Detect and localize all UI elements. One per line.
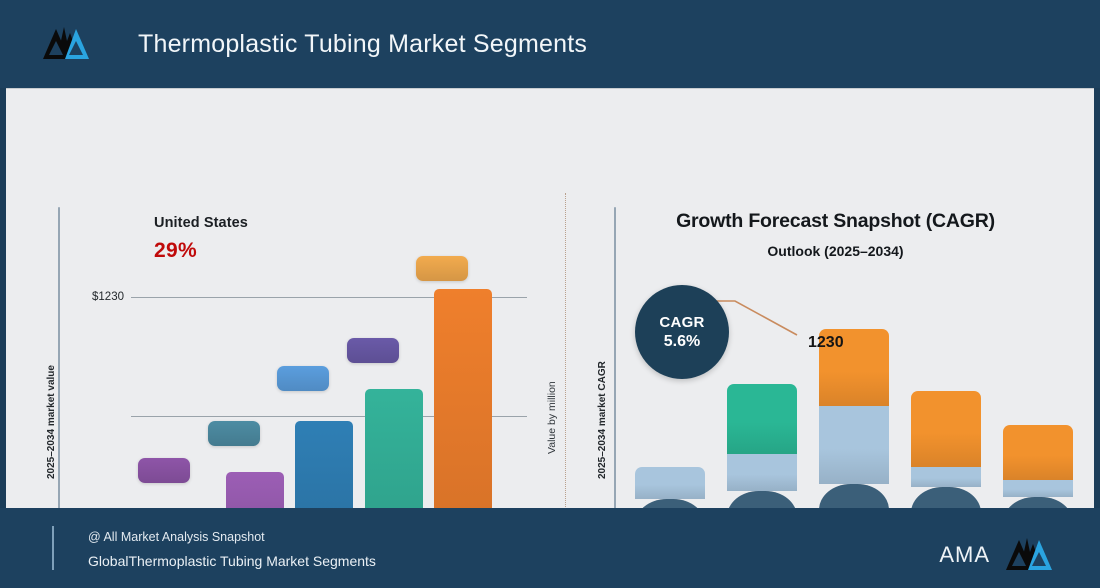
- stacked-bar: [911, 391, 981, 508]
- right-chart-y-axis: [614, 207, 616, 508]
- footer-text-block: @ All Market Analysis Snapshot GlobalThe…: [88, 525, 376, 573]
- bar: [295, 421, 353, 508]
- right-chart-bar-group: 20252031203320292027: [565, 89, 1094, 508]
- footer-bar: @ All Market Analysis Snapshot GlobalThe…: [0, 508, 1100, 588]
- left-chart: United States 29% $1230 $725 2025–2034 m…: [6, 89, 565, 508]
- stacked-bar-segment: [635, 467, 705, 499]
- stacked-bar-segment: [819, 406, 889, 484]
- stacked-bar-segment: [727, 491, 797, 508]
- bar: [225, 472, 284, 508]
- stacked-bar-segment: [1003, 480, 1073, 497]
- stacked-bar-segment: [911, 391, 981, 467]
- footer-accent-rule: [52, 526, 54, 570]
- left-chart-axis-max-label: $1230: [92, 291, 124, 303]
- bar-cap: [277, 365, 329, 391]
- stacked-bar: [819, 329, 889, 508]
- ama-mountain-logo-icon: [1006, 538, 1052, 570]
- right-chart-subtitle: Outlook (2025–2034): [767, 243, 904, 259]
- stacked-bar: [1003, 425, 1073, 508]
- left-chart-gridline-mid: [131, 416, 527, 417]
- right-chart: Growth Forecast Snapshot (CAGR) Outlook …: [565, 89, 1094, 508]
- bar: [364, 388, 423, 508]
- bar-cap: [207, 421, 260, 447]
- page-title: Thermoplastic Tubing Market Segments: [138, 29, 588, 58]
- footer-brand: AMA: [939, 536, 1058, 574]
- chart-canvas: United States 29% $1230 $725 2025–2034 m…: [6, 88, 1094, 508]
- stacked-bar-segment: [819, 329, 889, 406]
- stacked-bar-segment: [819, 484, 889, 508]
- left-chart-y-axis: [58, 207, 60, 508]
- right-chart-highlight-value: 1230: [808, 334, 844, 351]
- header-bar: Thermoplastic Tubing Market Segments: [0, 0, 1100, 88]
- bar: [434, 288, 492, 508]
- stacked-bar-segment: [727, 384, 797, 454]
- cagr-badge-title: CAGR: [659, 313, 705, 331]
- left-chart-region-percent: 29%: [154, 239, 197, 262]
- stacked-bar-segment: [635, 499, 705, 508]
- stacked-bar-segment: [1003, 425, 1073, 480]
- left-chart-gridline-max: [131, 297, 527, 298]
- ama-mountain-logo-icon: [43, 27, 89, 59]
- bar-cap: [138, 457, 190, 483]
- stacked-bar-segment: [1003, 497, 1073, 508]
- footer-brand-text: AMA: [939, 542, 990, 567]
- stacked-bar: [635, 467, 705, 508]
- cagr-badge: CAGR 5.6%: [635, 285, 729, 379]
- stacked-bar-segment: [911, 467, 981, 487]
- right-chart-title: Growth Forecast Snapshot (CAGR): [676, 210, 995, 232]
- chart-divider: [565, 193, 566, 508]
- footer-line-2: GlobalThermoplastic Tubing Market Segmen…: [88, 553, 376, 569]
- bar-cap: [346, 338, 399, 364]
- stacked-bar: [727, 384, 797, 508]
- footer-line-1: @ All Market Analysis Snapshot: [88, 530, 265, 544]
- stacked-bar-segment: [727, 454, 797, 491]
- left-chart-region-label: United States: [154, 215, 248, 231]
- left-chart-bar-group: 2033.....202620252024: [6, 89, 565, 508]
- bar-cap: [416, 255, 468, 281]
- stacked-bar-segment: [911, 487, 981, 508]
- cagr-badge-value: 5.6%: [663, 332, 701, 350]
